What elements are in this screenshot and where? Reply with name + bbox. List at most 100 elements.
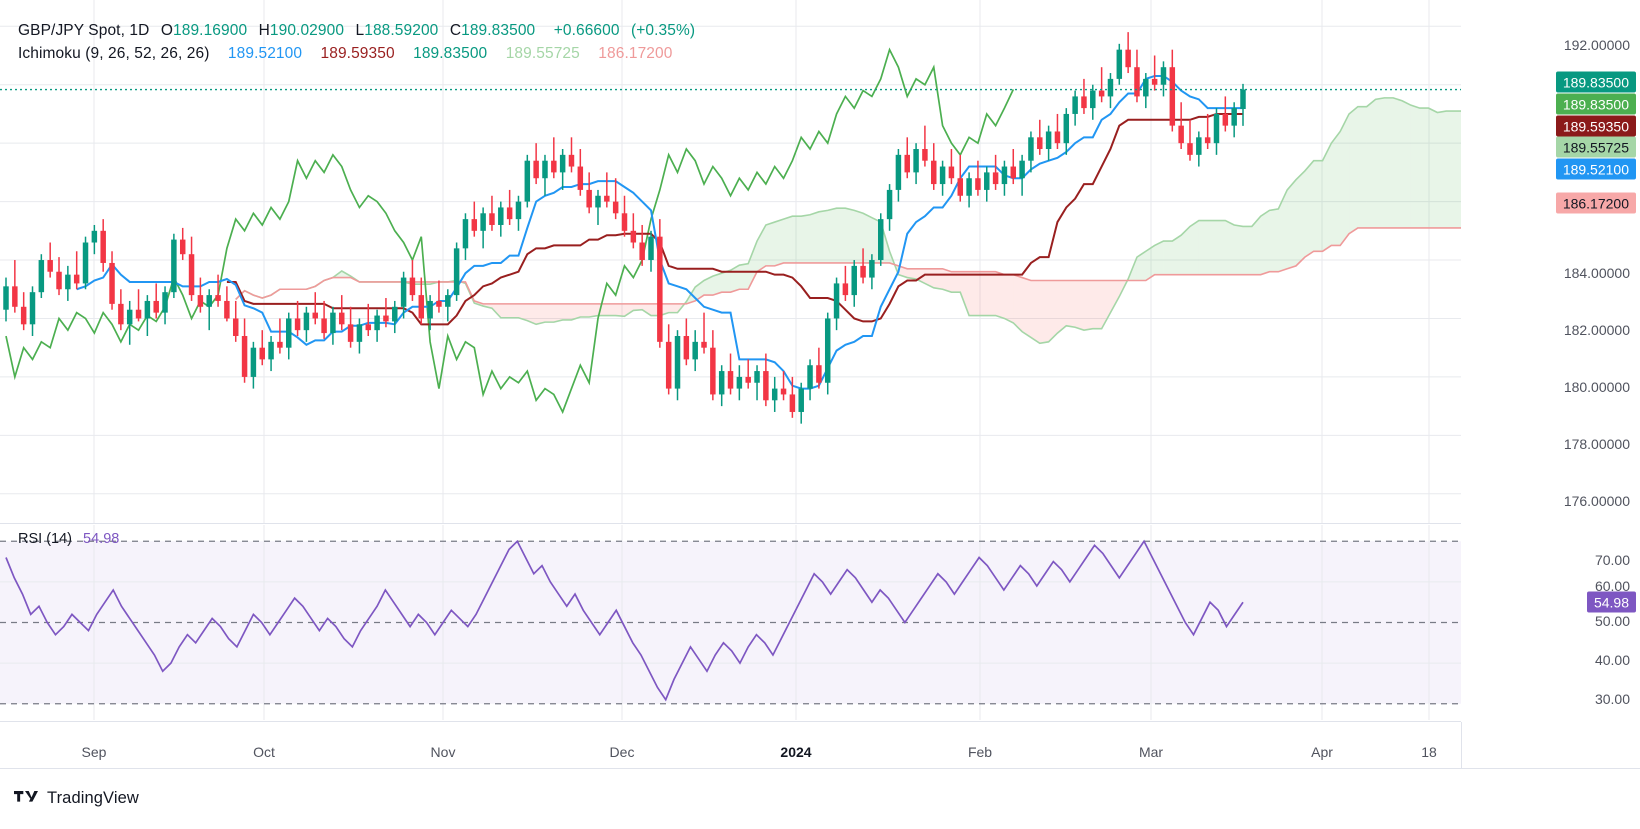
candle-body — [73, 274, 80, 284]
candle-body — [1107, 78, 1114, 97]
candle-body — [118, 303, 124, 325]
candle-body — [1045, 131, 1052, 150]
candle-body — [65, 274, 71, 290]
candle-body — [1001, 166, 1008, 185]
candle-body — [38, 260, 45, 293]
candle-body — [453, 248, 460, 296]
candle-body — [807, 365, 813, 389]
tradingview-logo[interactable]: TradingView — [14, 789, 139, 808]
price-value-badge[interactable]: 189.52100 — [1555, 158, 1636, 180]
candle-body — [1204, 137, 1211, 144]
rsi-value-badge[interactable]: 54.98 — [1586, 591, 1636, 613]
candle-body — [577, 166, 584, 190]
candle-body — [966, 178, 972, 196]
candle-body — [339, 312, 345, 325]
candle-body — [1028, 137, 1034, 161]
time-tick: Oct — [253, 744, 275, 760]
price-pane[interactable] — [0, 0, 1473, 523]
candle-body — [957, 178, 963, 196]
candle-body — [1125, 49, 1131, 68]
price-value-badge[interactable]: 189.83500 — [1555, 93, 1636, 115]
candle-body — [321, 318, 327, 334]
candle-body — [1090, 90, 1096, 109]
price-tick: 192.00000 — [1563, 37, 1630, 53]
time-scale[interactable]: Sep Oct Nov Dec 2024 Feb Mar Apr 18 — [0, 722, 1461, 768]
price-value-badge[interactable]: 189.83500 — [1555, 71, 1636, 93]
candle-body — [1160, 67, 1167, 85]
candle-body — [780, 388, 787, 395]
candle-body — [1037, 137, 1043, 150]
candle-body — [931, 160, 937, 185]
price-tick: 178.00000 — [1563, 436, 1630, 452]
price-tick: 180.00000 — [1563, 379, 1630, 395]
candle-body — [789, 394, 796, 412]
candle-body — [224, 300, 230, 319]
rsi-tick: 30.00 — [1594, 691, 1630, 707]
candle-body — [975, 178, 981, 190]
candle-body — [188, 254, 195, 296]
candle-body — [330, 312, 336, 334]
candle-body — [144, 300, 151, 319]
candle-body — [471, 219, 478, 231]
rsi-pane[interactable] — [0, 525, 1461, 720]
candle-body — [939, 166, 946, 185]
candle-body — [126, 309, 133, 325]
candle-body — [383, 315, 389, 322]
candle-body — [533, 160, 539, 179]
candle-body — [303, 312, 310, 331]
candle-body — [1134, 67, 1140, 97]
candle-body — [20, 306, 27, 325]
candle-body — [595, 195, 601, 208]
time-tick: Apr — [1311, 744, 1333, 760]
candlestick-series — [3, 32, 1246, 424]
rsi-chart-canvas[interactable] — [0, 525, 1461, 720]
candle-body — [542, 160, 548, 179]
candle-body — [1213, 113, 1220, 144]
candle-body — [489, 213, 495, 225]
candle-body — [250, 347, 257, 377]
time-tick: Sep — [81, 744, 107, 760]
candle-body — [1072, 96, 1078, 114]
candle-body — [612, 201, 619, 214]
price-value-badge[interactable]: 189.59350 — [1555, 115, 1636, 137]
candle-body — [215, 295, 221, 301]
time-tick: Feb — [967, 744, 993, 760]
candle-body — [1222, 113, 1229, 126]
price-value-badge[interactable]: 186.17200 — [1555, 192, 1636, 214]
time-axis-divider — [0, 721, 1640, 722]
footer: TradingView — [0, 769, 1640, 829]
candle-body — [91, 230, 98, 243]
candle-body — [259, 347, 265, 360]
price-value-badge[interactable]: 189.55725 — [1555, 136, 1636, 158]
price-chart-canvas[interactable] — [0, 0, 1473, 523]
candle-body — [100, 230, 106, 263]
price-scale[interactable]: 192.00000 184.00000 182.00000 180.00000 178.… — [1461, 0, 1640, 722]
candle-body — [842, 283, 849, 296]
candle-body — [445, 295, 451, 307]
candle-body — [294, 318, 301, 331]
candle-body — [1196, 137, 1202, 155]
candle-body — [506, 207, 513, 220]
candle-body — [347, 324, 354, 342]
candle-body — [374, 315, 380, 331]
candle-body — [851, 265, 857, 296]
candle-body — [798, 388, 804, 412]
candle-body — [462, 219, 469, 249]
rsi-tick: 40.00 — [1594, 652, 1630, 668]
candle-body — [736, 376, 743, 389]
candle-body — [984, 172, 990, 190]
candle-body — [365, 324, 372, 331]
rsi-tick: 60.00 — [1594, 578, 1630, 594]
tradingview-brand-label: TradingView — [47, 789, 139, 807]
candle-body — [604, 195, 610, 202]
candle-body — [56, 271, 62, 290]
candle-body — [745, 376, 751, 383]
price-tick: 176.00000 — [1563, 493, 1630, 509]
candle-body — [1143, 78, 1149, 97]
candle-body — [1231, 108, 1237, 126]
candle-body — [1151, 78, 1158, 85]
candle-body — [356, 324, 363, 342]
candle-body — [1010, 166, 1017, 179]
candle-body — [648, 236, 654, 261]
